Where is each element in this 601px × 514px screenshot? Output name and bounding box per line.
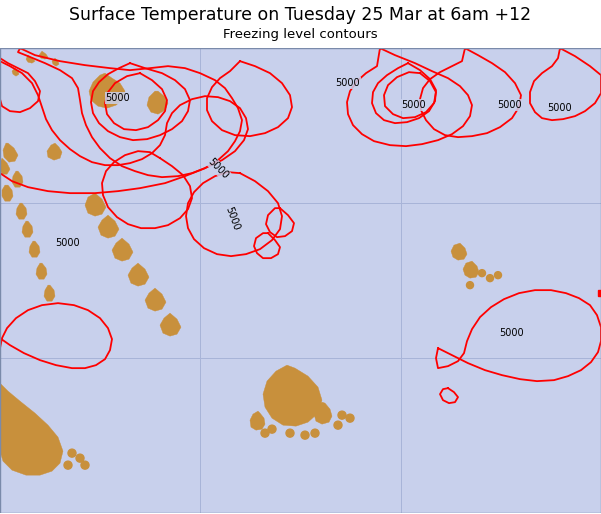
Text: 5000: 5000 — [498, 100, 522, 110]
Polygon shape — [36, 263, 47, 279]
Circle shape — [64, 461, 72, 469]
Polygon shape — [128, 263, 149, 286]
Polygon shape — [52, 58, 59, 66]
Circle shape — [486, 274, 493, 282]
Polygon shape — [0, 383, 63, 475]
Circle shape — [495, 271, 501, 279]
Polygon shape — [451, 243, 467, 260]
Text: 5000: 5000 — [499, 328, 524, 338]
Text: 5000: 5000 — [106, 93, 130, 103]
Polygon shape — [89, 73, 125, 108]
Text: 5000: 5000 — [206, 156, 230, 180]
Polygon shape — [314, 402, 332, 424]
Circle shape — [338, 411, 346, 419]
Circle shape — [334, 421, 342, 429]
Polygon shape — [26, 55, 35, 63]
Text: 5000: 5000 — [336, 78, 361, 88]
Polygon shape — [16, 203, 27, 219]
Text: 5000: 5000 — [56, 238, 81, 248]
Circle shape — [261, 429, 269, 437]
Polygon shape — [263, 365, 322, 426]
Circle shape — [346, 414, 354, 422]
Polygon shape — [463, 261, 479, 278]
Circle shape — [68, 449, 76, 457]
Polygon shape — [145, 288, 166, 311]
Circle shape — [76, 454, 84, 462]
Polygon shape — [160, 313, 181, 336]
Polygon shape — [29, 241, 40, 257]
Polygon shape — [44, 285, 55, 301]
Circle shape — [268, 425, 276, 433]
Circle shape — [478, 270, 486, 277]
Polygon shape — [39, 51, 48, 59]
Polygon shape — [12, 68, 19, 76]
Polygon shape — [2, 185, 13, 201]
Text: Surface Temperature on Tuesday 25 Mar at 6am +12: Surface Temperature on Tuesday 25 Mar at… — [70, 6, 531, 24]
Polygon shape — [147, 91, 168, 114]
Circle shape — [301, 431, 309, 439]
Circle shape — [466, 282, 474, 289]
Text: 5000: 5000 — [223, 205, 241, 231]
Circle shape — [81, 461, 89, 469]
Polygon shape — [85, 193, 106, 216]
Polygon shape — [250, 411, 265, 430]
Polygon shape — [112, 238, 133, 261]
Text: 5000: 5000 — [548, 103, 572, 113]
Polygon shape — [22, 221, 33, 237]
Polygon shape — [47, 143, 62, 160]
Text: Freezing level contours: Freezing level contours — [223, 28, 378, 41]
Text: 5000: 5000 — [401, 100, 426, 110]
Polygon shape — [0, 158, 10, 174]
Circle shape — [311, 429, 319, 437]
Polygon shape — [98, 215, 119, 238]
Circle shape — [286, 429, 294, 437]
Polygon shape — [12, 171, 23, 187]
Polygon shape — [3, 143, 18, 162]
